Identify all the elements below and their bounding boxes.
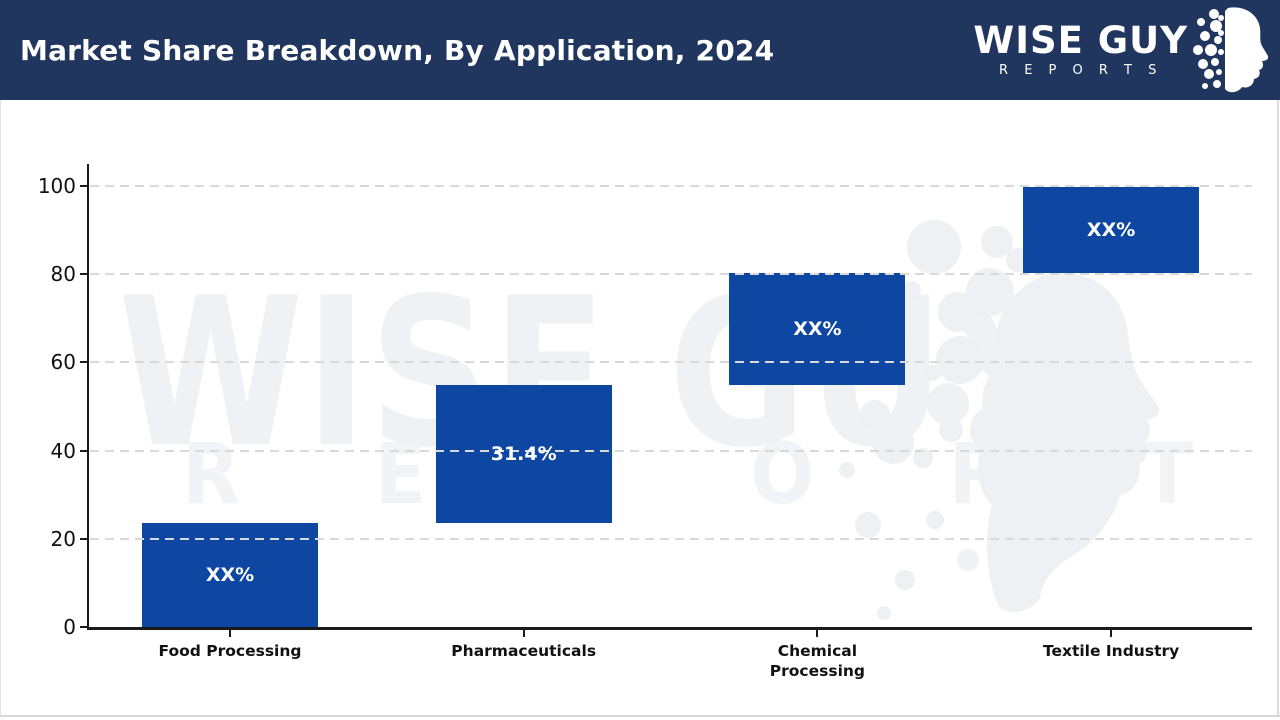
y-tick-mark-60 xyxy=(80,361,88,364)
y-tick-label-80: 80 xyxy=(50,262,76,287)
y-tick-label-20: 20 xyxy=(50,526,76,551)
logo-wordmark-text: WISE GUY xyxy=(973,19,1188,62)
gridline-40 xyxy=(90,449,1252,452)
category-label-chemical-processing: Chemical Processing xyxy=(769,642,866,680)
gridline-60 xyxy=(90,361,1252,364)
x-tick-mark-pharmaceuticals xyxy=(522,629,525,637)
gridline-100 xyxy=(90,185,1252,187)
bar-value-label-food-processing: XX% xyxy=(205,564,255,587)
gridline-80 xyxy=(90,273,1252,276)
logo-head-icon xyxy=(1193,7,1269,93)
watermark-reports: R E P O R T S xyxy=(182,425,1280,523)
y-tick-mark-40 xyxy=(80,449,88,452)
y-tick-mark-80 xyxy=(80,273,88,276)
category-label-food-processing: Food Processing xyxy=(158,642,302,660)
y-axis-line xyxy=(87,164,89,630)
frame-bottom-line xyxy=(0,715,1280,717)
category-label-textile-industry: Textile Industry xyxy=(1042,642,1180,660)
brand-logo: WISE GUY R E P O R T S xyxy=(973,0,1270,100)
y-tick-label-100: 100 xyxy=(37,174,76,198)
logo-reports-text: R E P O R T S xyxy=(999,63,1163,78)
bar-value-label-chemical-processing: XX% xyxy=(793,317,842,340)
y-tick-label-60: 60 xyxy=(50,350,76,375)
x-tick-mark-food-processing xyxy=(229,629,231,637)
page-title: Market Share Breakdown, By Application, … xyxy=(20,33,775,67)
header-bar: Market Share Breakdown, By Application, … xyxy=(0,0,1280,100)
bar-food-processing xyxy=(142,523,318,627)
frame-right-line xyxy=(1277,100,1279,717)
frame-left-line xyxy=(0,100,1,717)
y-tick-label-0: 0 xyxy=(63,615,76,639)
y-tick-mark-20 xyxy=(80,537,88,540)
y-tick-mark-100 xyxy=(80,185,88,187)
category-label-pharmaceuticals: Pharmaceuticals xyxy=(451,642,597,660)
bar-value-label-pharmaceuticals: 31.4% xyxy=(490,443,557,466)
bar-pharmaceuticals xyxy=(435,384,612,524)
y-tick-mark-0 xyxy=(80,626,88,628)
gridline-20 xyxy=(90,537,1252,540)
bar-value-label-textile-industry: XX% xyxy=(1086,218,1136,241)
y-tick-label-40: 40 xyxy=(50,438,76,463)
bar-textile-industry xyxy=(1023,186,1200,273)
x-tick-mark-textile-industry xyxy=(1110,629,1113,637)
x-tick-mark-chemical-processing xyxy=(816,629,819,637)
logo-wordmark: WISE GUY R E P O R T S xyxy=(973,22,1188,78)
x-axis-line xyxy=(87,627,1252,630)
